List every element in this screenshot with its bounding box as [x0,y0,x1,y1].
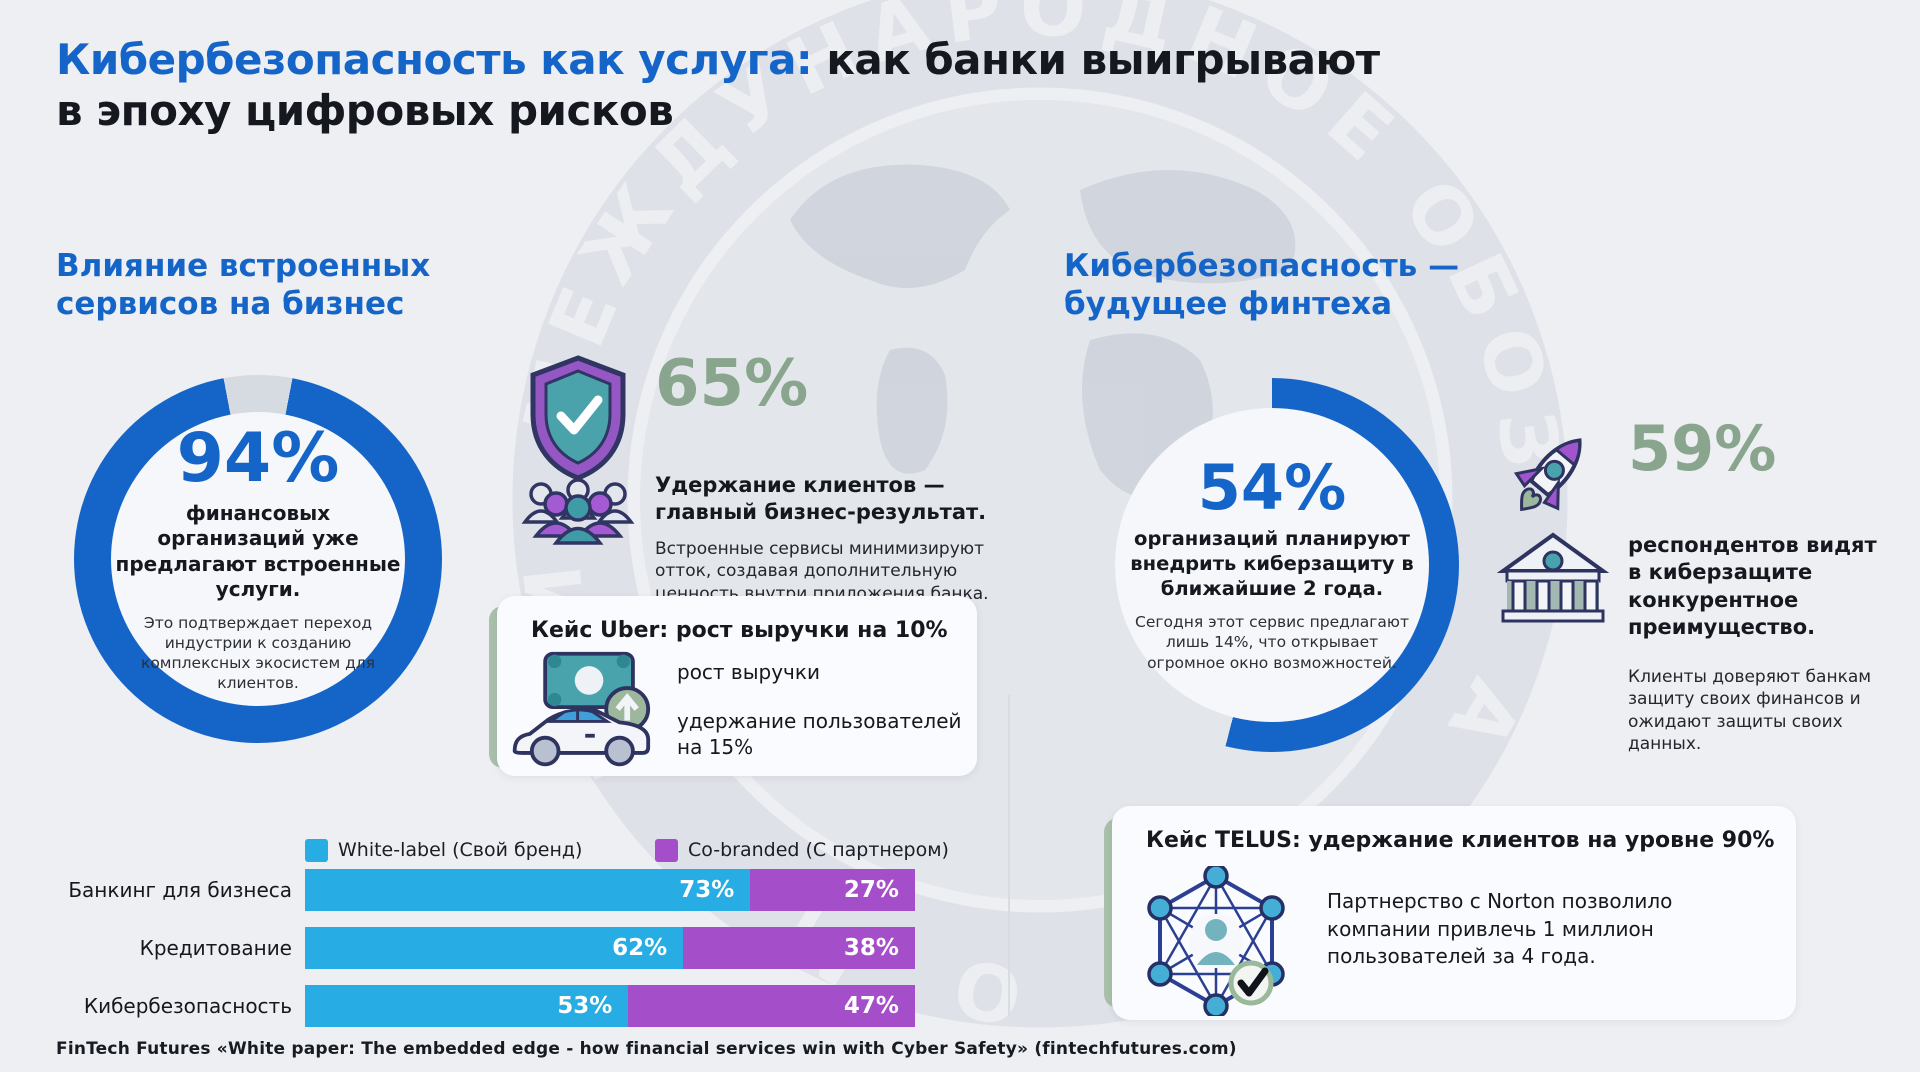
uber-item-1: рост выручки [677,660,820,684]
co-branded-segment: 47% [628,985,915,1027]
white-label-segment: 62% [305,927,684,969]
left-heading-line2: сервисов на бизнес [56,285,405,322]
white-label-swatch [305,838,328,862]
donut-54-percent: 54% организаций планируют внедрить кибер… [1085,378,1459,752]
uber-item-2: удержание пользователей на 15% [677,709,962,759]
column-divider [1008,695,1010,1015]
shield-check-people-icon [521,355,635,545]
co-branded-value: 47% [843,993,899,1019]
white-label-value: 62% [612,935,668,961]
bar-row-lending: Кредитование 62% 38% [40,927,920,969]
uber-case-card: Кейс Uber: рост выручки на 10% рост выру… [497,596,977,776]
money-car-icon [512,651,651,767]
white-label-value: 73% [679,877,735,903]
right-heading-line1: Кибербезопасность — [1064,248,1460,284]
telus-case-card: Кейс TELUS: удержание клиентов на уровне… [1112,806,1796,1020]
uber-card-title: Кейс Uber: рост выручки на 10% [531,618,948,643]
stat-65-lead: Удержание клиентов — главный бизнес-резу… [655,473,987,525]
donut-54-center: 54% организаций планируют внедрить кибер… [1115,408,1429,722]
stat-65-value: 65% [655,347,809,421]
bar-category-label: Кибербезопасность [83,994,292,1018]
co-branded-segment: 38% [683,927,915,969]
legend-item-white-label: White-label (Свой бренд) [305,838,582,862]
donut-94-percent: 94% финансовых организаций уже предлагаю… [74,375,442,743]
donut-94-lead: финансовых организаций уже предлагают вс… [115,500,401,602]
left-section-heading: Влияние встроенных сервисов на бизнес [56,248,430,324]
title-rest: как банки выигрывают [812,35,1380,84]
stat-59-lead: респондентов видят в киберзащите конкуре… [1628,533,1877,639]
donut-94-value: 94% [176,418,340,498]
donut-94-center: 94% финансовых организаций уже предлагаю… [111,412,405,706]
co-branded-segment: 27% [750,869,915,911]
page-title: Кибербезопасность как услуга: как банки … [56,34,1380,136]
bar-category-label: Банкинг для бизнеса [68,878,292,902]
title-line1: Кибербезопасность как услуга: как банки … [56,34,1380,85]
legend-item-co-branded: Co-branded (С партнером) [655,838,949,862]
title-line2: в эпоху цифровых рисков [56,86,674,136]
donut-54-note: Сегодня этот сервис предлагают лишь 14%,… [1135,613,1409,672]
co-branded-swatch [655,838,678,862]
left-heading-line1: Влияние встроенных [56,248,431,284]
co-branded-legend-label: Co-branded (С партнером) [688,839,949,861]
bar-row-business-banking: Банкинг для бизнеса 73% 27% [40,869,920,911]
stat-59-value: 59% [1628,412,1777,485]
bar-track: 62% 38% [305,927,915,969]
stat-65-note: Встроенные сервисы минимизируют отток, с… [655,539,989,604]
bar-track: 53% 47% [305,985,915,1027]
network-check-icon [1147,866,1285,1016]
co-branded-value: 38% [843,935,899,961]
stat-59-note: Клиенты доверяют банкам защиту своих фин… [1628,667,1872,755]
donut-54-lead: организаций планируют внедрить киберзащи… [1130,527,1414,601]
right-section-heading: Кибербезопасность — будущее финтеха [1064,248,1459,324]
bar-row-cybersecurity: Кибербезопасность 53% 47% [40,985,920,1027]
right-heading-line2: будущее финтеха [1064,285,1393,322]
white-label-segment: 53% [305,985,629,1027]
bar-track: 73% 27% [305,869,915,911]
white-label-segment: 73% [305,869,751,911]
white-label-value: 53% [557,993,613,1019]
co-branded-value: 27% [843,877,899,903]
telus-card-title: Кейс TELUS: удержание клиентов на уровне… [1146,828,1775,853]
bar-category-label: Кредитование [139,936,292,960]
donut-94-note: Это подтверждает переход индустрии к соз… [140,613,376,693]
white-label-legend-label: White-label (Свой бренд) [338,839,583,861]
telus-card-text: Партнерство с Norton позволило компании … [1327,889,1673,969]
donut-54-value: 54% [1197,451,1347,525]
rocket-bank-icon [1496,438,1610,623]
source-attribution: FinTech Futures «White paper: The embedd… [56,1039,1237,1059]
title-accent: Кибербезопасность как услуга: [56,35,813,84]
